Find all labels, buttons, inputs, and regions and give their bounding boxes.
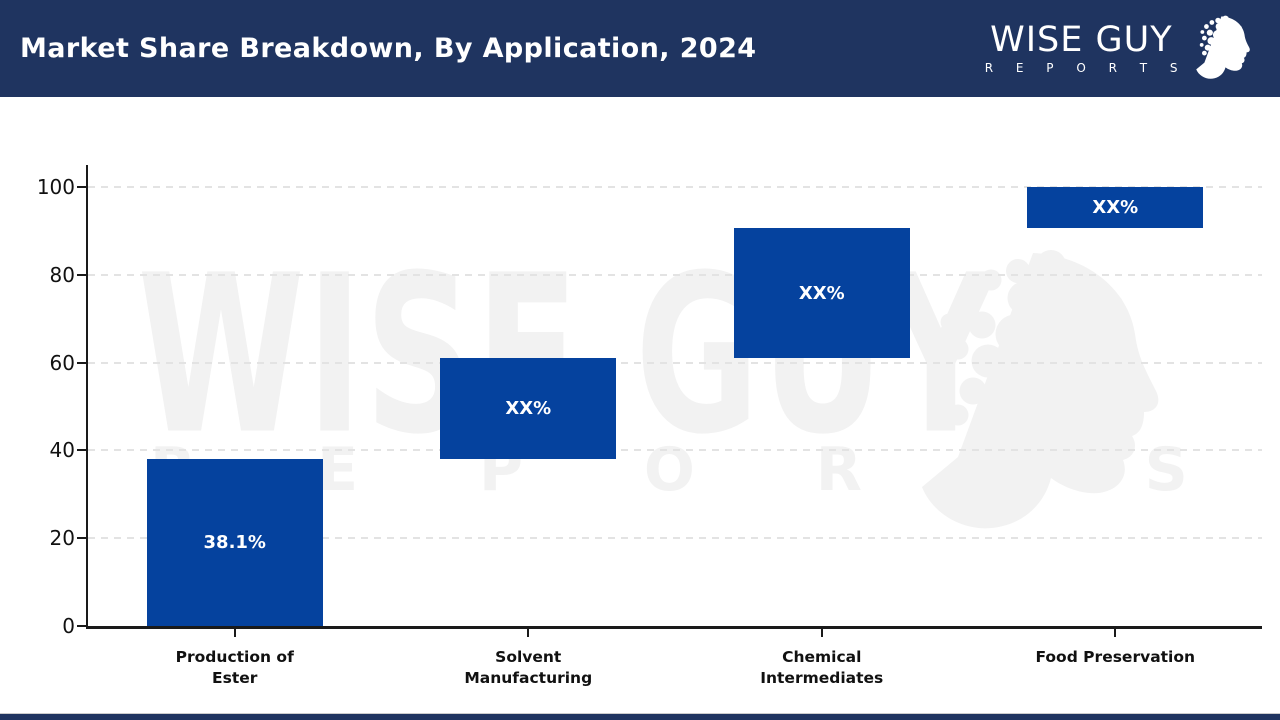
y-tickmark-100 (77, 185, 86, 188)
y-tick-label-100: 100 (36, 174, 75, 199)
logo-wordmark: WISE GUY (990, 20, 1173, 60)
x-tick-label-chemical-intermediates: Chemical Intermediates (672, 647, 972, 689)
wise-guy-logo: WISE GUY R E P O R T S (985, 15, 1254, 83)
x-tick-label-line: Solvent (495, 648, 562, 666)
page-title: Market Share Breakdown, By Application, … (20, 33, 757, 64)
x-tick-label-line: Manufacturing (464, 668, 593, 687)
bar-chemical-intermediates: XX% (733, 228, 910, 359)
y-tickmark-40 (77, 449, 86, 452)
gridline-100 (88, 185, 1262, 188)
gridline-20 (88, 537, 1262, 540)
x-tick-label-line: Chemical (782, 648, 862, 666)
y-tickmark-20 (77, 537, 86, 540)
y-tick-label-40: 40 (49, 438, 75, 463)
bar-value-label: XX% (798, 282, 845, 304)
logo-text: WISE GUY R E P O R T S (985, 20, 1178, 75)
x-tick-label-food-preservation: Food Preservation (965, 647, 1265, 668)
x-tick-label-line: Ester (212, 668, 258, 687)
y-tick-label-80: 80 (49, 262, 75, 287)
footer-bar (0, 714, 1280, 720)
x-tick-label-line: Food Preservation (1035, 648, 1196, 666)
header-bar: Market Share Breakdown, By Application, … (0, 0, 1280, 97)
bar-food-preservation: XX% (1027, 186, 1204, 229)
gridline-40 (88, 449, 1262, 452)
y-tick-label-60: 60 (49, 350, 75, 375)
x-tick-label-line: Intermediates (760, 668, 884, 687)
chart-area: WISE GUY R E P O R T S (0, 97, 1280, 713)
gridline-60 (88, 361, 1262, 364)
gridline-80 (88, 273, 1262, 276)
x-tick-label-production-of-ester: Production of Ester (85, 647, 385, 689)
y-tickmark-80 (77, 273, 86, 276)
y-axis-line (86, 165, 88, 629)
bar-value-label: XX% (505, 397, 552, 419)
y-tickmark-60 (77, 361, 86, 364)
bar-value-label: 38.1% (203, 531, 266, 553)
bar-production-of-ester: 38.1% (146, 458, 323, 626)
dotted-head-icon (1182, 15, 1254, 83)
x-tickmark-chemical-intermediates (820, 629, 823, 637)
y-tick-label-0: 0 (62, 614, 75, 638)
x-tickmark-solvent-manufacturing (527, 629, 530, 637)
y-tickmark-0 (77, 625, 86, 627)
x-tickmark-production-of-ester (233, 629, 236, 637)
footer-divider (0, 713, 1280, 714)
x-tickmark-food-preservation (1114, 629, 1117, 637)
bar-value-label: XX% (1092, 197, 1139, 219)
x-tick-label-solvent-manufacturing: Solvent Manufacturing (378, 647, 678, 689)
plot-area: 0 20 40 60 80 100 38.1% Production of Ester XX% So… (37, 165, 1262, 687)
x-tick-label-line: Production of (175, 648, 294, 666)
logo-subtext: R E P O R T S (984, 61, 1187, 75)
x-axis-line (86, 626, 1262, 629)
y-tick-label-20: 20 (49, 526, 75, 551)
bar-solvent-manufacturing: XX% (440, 358, 617, 459)
